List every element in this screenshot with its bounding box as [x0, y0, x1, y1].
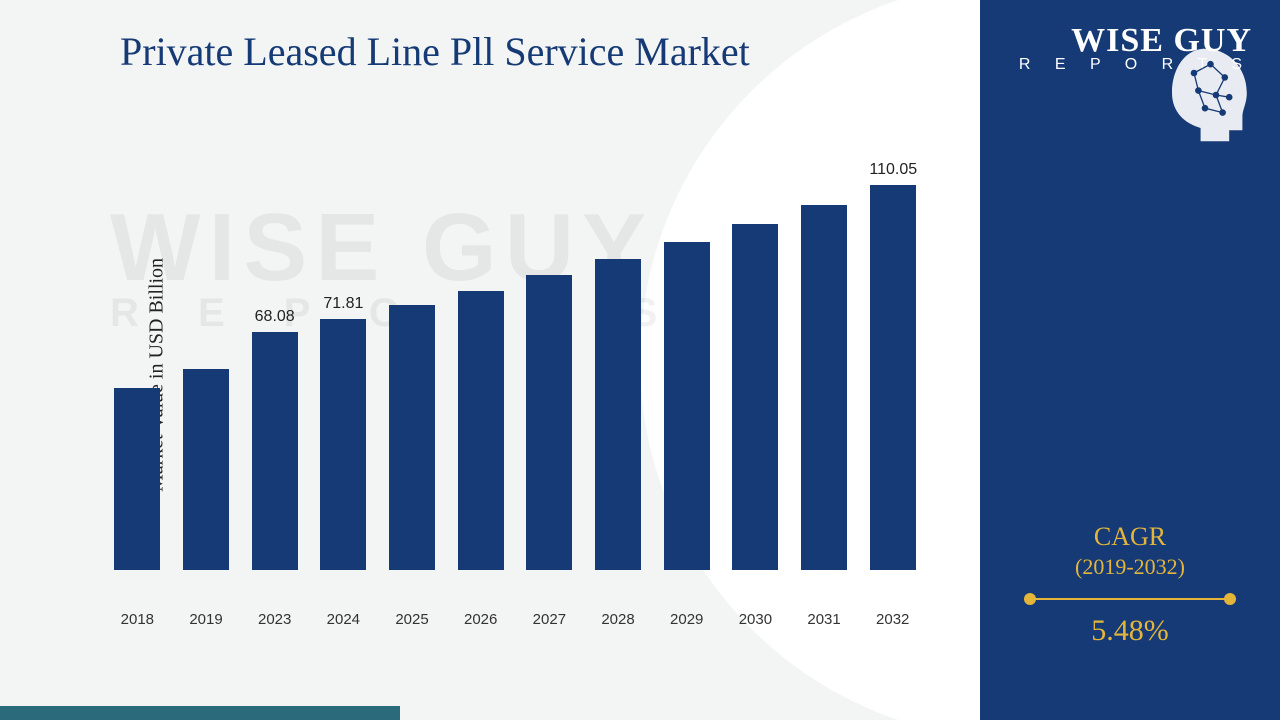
bar-wrap	[457, 291, 504, 570]
bar	[389, 305, 435, 570]
bar-wrap	[732, 224, 779, 570]
x-tick-label: 2032	[869, 611, 916, 628]
cagr-value: 5.48%	[1010, 614, 1250, 648]
bar	[458, 291, 504, 570]
stage: WISE GUY R E P O R T S Private Leased Li…	[0, 0, 1280, 720]
bar	[870, 185, 916, 570]
x-axis-labels: 2018 2019 2023 2024 2025 2026 2027 2028 2029 2030…	[110, 611, 920, 628]
x-tick-label: 2026	[457, 611, 504, 628]
plot-area: 68.08 71.81 110.05	[110, 150, 920, 570]
x-tick-label: 2031	[801, 611, 848, 628]
cagr-divider	[1030, 598, 1230, 600]
bar	[595, 259, 641, 570]
x-tick-label: 2030	[732, 611, 779, 628]
bar-value-label: 71.81	[320, 295, 367, 313]
x-tick-label: 2024	[320, 611, 367, 628]
bar	[664, 242, 710, 570]
bar-wrap	[595, 259, 642, 570]
bar	[732, 224, 778, 570]
bar-wrap	[183, 369, 230, 570]
bar-value-label: 110.05	[869, 161, 916, 179]
bars-container: 68.08 71.81 110.05	[110, 150, 920, 570]
bar	[183, 369, 229, 570]
bar-wrap: 110.05	[869, 185, 916, 570]
head-icon	[1150, 40, 1260, 150]
bar-wrap	[801, 205, 848, 570]
bar-wrap	[389, 305, 436, 570]
page-title: Private Leased Line Pll Service Market	[120, 28, 750, 75]
bar	[114, 388, 160, 570]
cagr-range: (2019-2032)	[1010, 554, 1250, 580]
x-tick-label: 2027	[526, 611, 573, 628]
bar-wrap: 71.81	[320, 319, 367, 570]
bar	[526, 275, 572, 570]
x-tick-label: 2023	[251, 611, 298, 628]
bar	[801, 205, 847, 570]
cagr-block: CAGR (2019-2032) 5.48%	[1010, 522, 1250, 648]
brand-logo: WISE GUY R E P O R T S	[1019, 22, 1252, 74]
bar-wrap	[526, 275, 573, 570]
bar-chart: Market Value in USD Billion 68.0871.8111…	[80, 150, 920, 600]
cagr-label: CAGR	[1010, 522, 1250, 552]
bar-wrap	[663, 242, 710, 570]
x-tick-label: 2025	[389, 611, 436, 628]
bar-wrap	[114, 388, 161, 570]
bar	[252, 332, 298, 570]
x-tick-label: 2018	[114, 611, 161, 628]
bar-value-label: 68.08	[251, 308, 298, 326]
bar-wrap: 68.08	[251, 332, 298, 570]
bar	[320, 319, 366, 570]
x-tick-label: 2019	[183, 611, 230, 628]
footer-accent-bar	[0, 706, 400, 720]
x-tick-label: 2028	[595, 611, 642, 628]
x-tick-label: 2029	[663, 611, 710, 628]
